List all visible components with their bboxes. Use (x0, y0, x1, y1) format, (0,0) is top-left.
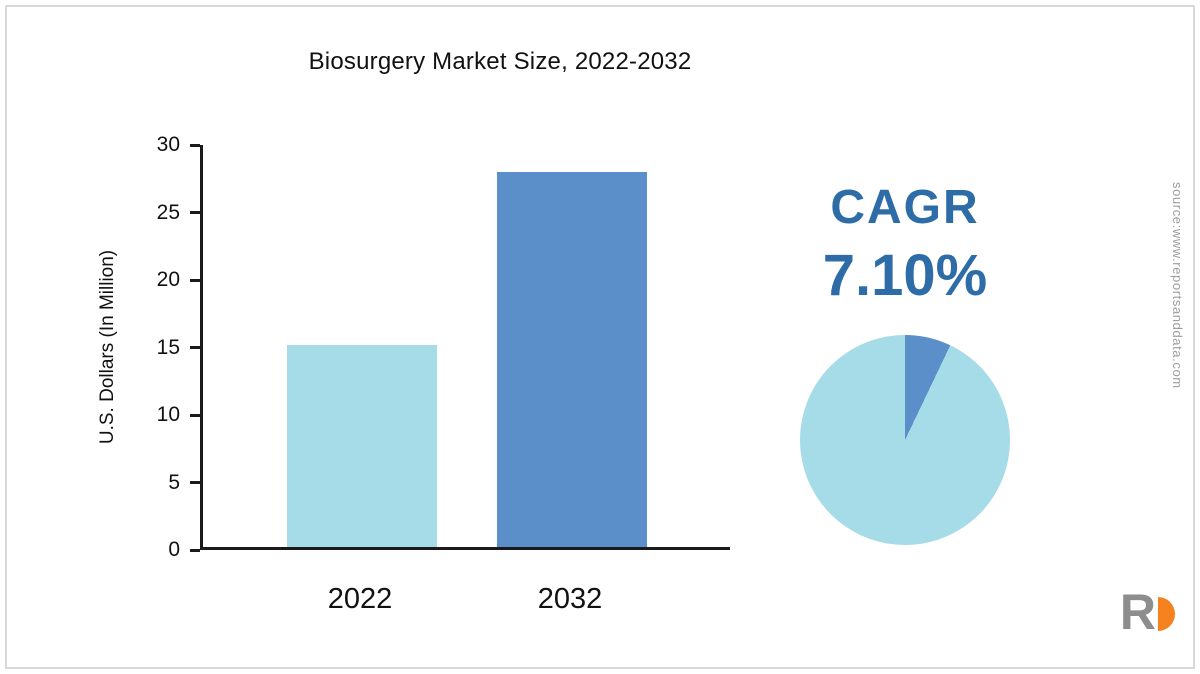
bar-2022 (286, 344, 437, 547)
y-tick-mark-20 (190, 278, 200, 282)
y-tick-label-5: 5 (168, 470, 180, 494)
chart-title: Biosurgery Market Size, 2022-2032 (308, 48, 692, 75)
cagr-block: CAGR 7.10% (765, 181, 1045, 546)
y-tick-label-30: 30 (156, 133, 180, 156)
brand-logo: R (1119, 584, 1175, 640)
source-credit: source:www.reportsanddata.com (1170, 182, 1185, 389)
bar-2032 (496, 171, 647, 547)
cagr-label: CAGR (830, 181, 980, 234)
y-tick-mark-0 (190, 548, 200, 552)
x-tick-label-2022: 2022 (327, 583, 393, 615)
cagr-pie-chart (800, 335, 1010, 546)
y-tick-label-0: 0 (168, 538, 180, 561)
logo-letter-r: R (1119, 584, 1156, 640)
y-tick-label-25: 25 (156, 200, 180, 224)
y-axis-label: U.S. Dollars (In Million) (97, 249, 118, 445)
y-tick-label-20: 20 (156, 268, 180, 291)
x-axis-labels: 2022 2032 (200, 583, 730, 616)
bars-container (203, 145, 730, 547)
cagr-value: 7.10% (822, 242, 988, 308)
bar-chart-plot-area: 0 5 10 15 20 25 30 (157, 133, 730, 561)
y-tick-mark-15 (190, 346, 200, 349)
y-tick-mark-5 (190, 481, 200, 484)
y-tick-mark-10 (190, 413, 200, 417)
y-tick-label-10: 10 (156, 403, 180, 426)
y-tick-label-15: 15 (156, 335, 180, 359)
y-tick-mark-25 (190, 211, 200, 214)
logo-orange-shape-icon (1158, 597, 1175, 631)
y-tick-mark-30 (190, 143, 200, 147)
x-tick-label-2032: 2032 (537, 583, 603, 615)
